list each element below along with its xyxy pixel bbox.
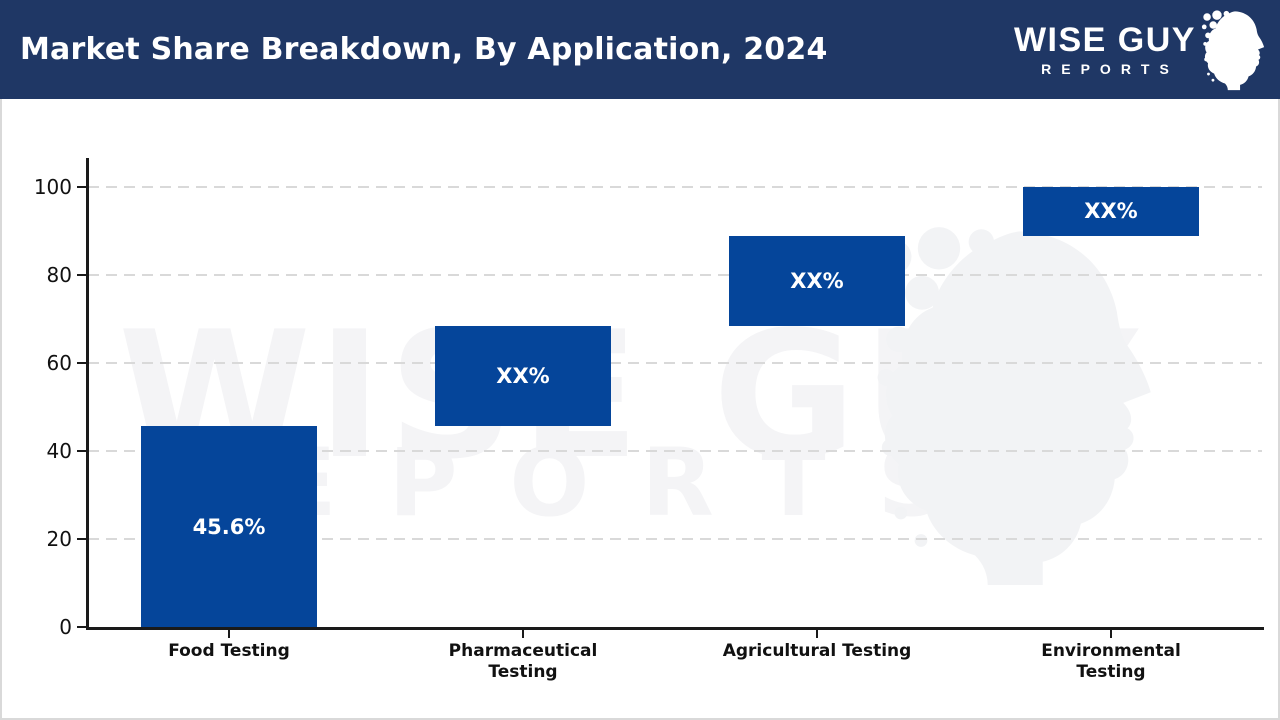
x-category-label: Agricultural Testing (722, 641, 912, 661)
y-tick-label: 40 (46, 439, 72, 463)
y-tick (77, 450, 86, 452)
y-tick-label: 20 (46, 527, 72, 551)
y-tick (77, 362, 86, 364)
bar-value-label: XX% (790, 268, 844, 293)
x-axis-line (86, 627, 1264, 630)
page-title: Market Share Breakdown, By Application, … (20, 32, 828, 67)
bar-value-label: XX% (496, 364, 550, 389)
chart-area: WISE GUY REPORTS 0 20 40 60 80 100 45.6% Food T… (0, 99, 1280, 720)
x-category-label: Pharmaceutical Testing (448, 641, 598, 682)
logo-text: WISE GUY REPORTS (1014, 22, 1196, 77)
bar-environmental-testing: XX% (1023, 187, 1199, 236)
logo-head-icon (1201, 9, 1265, 90)
bar-value-label: 45.6% (192, 514, 266, 539)
bar-food-testing: 45.6% (141, 426, 317, 627)
x-tick (522, 629, 524, 638)
y-tick (77, 274, 86, 276)
logo: WISE GUY REPORTS (1014, 7, 1266, 93)
logo-wordmark: WISE GUY (1013, 21, 1196, 59)
bar-value-label: XX% (1084, 199, 1138, 224)
logo-subtext: REPORTS (1041, 61, 1179, 77)
x-category-label: Environmental Testing (1041, 641, 1181, 682)
x-tick (816, 629, 818, 638)
bar-pharmaceutical-testing: XX% (435, 326, 611, 427)
header-bar: Market Share Breakdown, By Application, … (0, 0, 1280, 99)
gridline (88, 186, 1262, 188)
y-tick (77, 538, 86, 540)
y-tick-label: 100 (33, 175, 72, 199)
y-tick-label: 0 (59, 615, 72, 639)
y-tick (77, 186, 86, 188)
x-tick (228, 629, 230, 638)
y-axis-line (86, 158, 89, 629)
gridline (88, 274, 1262, 276)
gridline (88, 362, 1262, 364)
y-tick-label: 80 (46, 263, 72, 287)
x-tick (1110, 629, 1112, 638)
bar-agricultural-testing: XX% (729, 235, 905, 327)
watermark-head-icon (871, 227, 1151, 585)
y-tick-label: 60 (46, 351, 72, 375)
y-tick (77, 626, 86, 628)
gridline (88, 538, 1262, 540)
x-category-label: Food Testing (168, 641, 290, 661)
gridline (88, 450, 1262, 452)
